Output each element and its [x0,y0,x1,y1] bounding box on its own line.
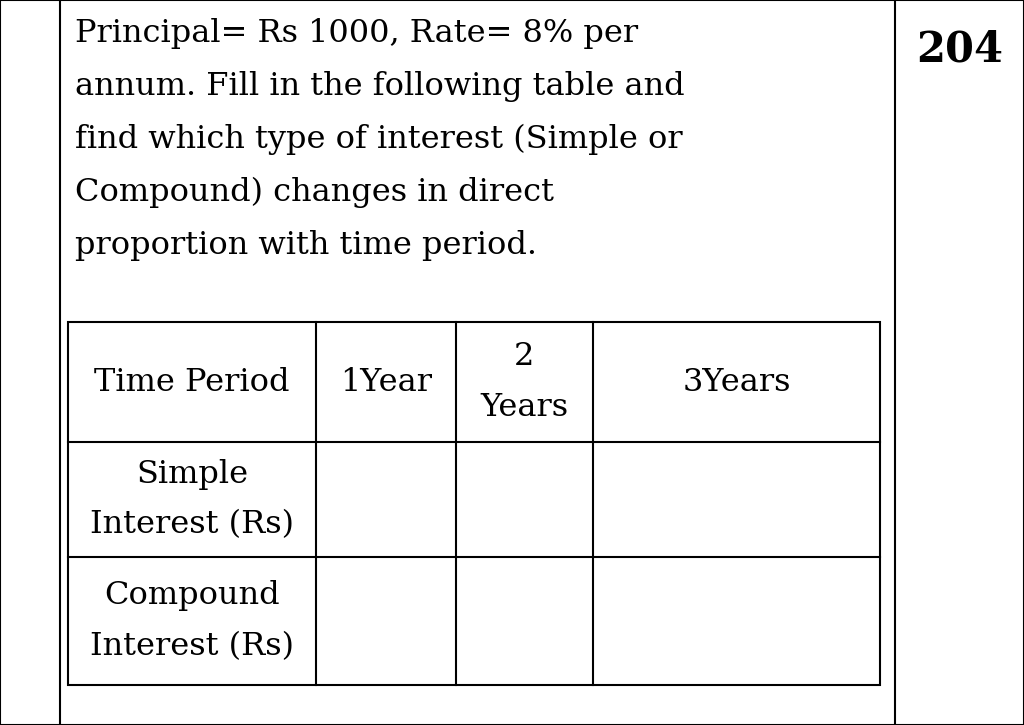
Text: proportion with time period.: proportion with time period. [75,230,537,261]
Text: 3Years: 3Years [682,367,791,397]
Text: 1Year: 1Year [340,367,432,397]
Text: 204: 204 [916,28,1002,70]
Text: Simple
Interest (Rs): Simple Interest (Rs) [90,459,294,540]
Text: Time Period: Time Period [94,367,290,397]
Text: annum. Fill in the following table and: annum. Fill in the following table and [75,71,685,102]
Text: find which type of interest (Simple or: find which type of interest (Simple or [75,124,683,155]
Bar [68,322,880,685]
Text: Principal= Rs 1000, Rate= 8% per: Principal= Rs 1000, Rate= 8% per [75,18,638,49]
Text: Compound) changes in direct: Compound) changes in direct [75,177,554,208]
Text: 2
Years: 2 Years [480,341,568,423]
Text: Compound
Interest (Rs): Compound Interest (Rs) [90,581,294,662]
